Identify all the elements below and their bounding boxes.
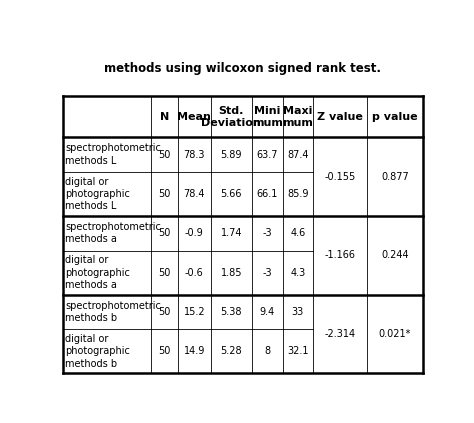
Text: -0.9: -0.9 [185,228,204,238]
Text: Mean: Mean [177,112,211,122]
Text: 87.4: 87.4 [287,150,309,159]
Text: -0.6: -0.6 [185,268,204,277]
Text: 15.2: 15.2 [183,307,205,317]
Text: 33: 33 [292,307,304,317]
Text: 50: 50 [158,268,171,277]
Text: 9.4: 9.4 [260,307,275,317]
Text: -0.155: -0.155 [325,172,356,181]
Text: digital or
photographic
methods L: digital or photographic methods L [65,176,130,212]
Text: spectrophotometric
methods a: spectrophotometric methods a [65,222,161,244]
Text: 50: 50 [158,346,171,356]
Text: spectrophotometric
methods b: spectrophotometric methods b [65,301,161,323]
Text: 5.89: 5.89 [220,150,242,159]
Text: Std.
Deviation: Std. Deviation [201,106,261,128]
Text: 0.877: 0.877 [381,172,409,181]
Text: 50: 50 [158,307,171,317]
Text: -2.314: -2.314 [325,329,356,339]
Text: 85.9: 85.9 [287,189,309,199]
Text: Z value: Z value [317,112,363,122]
Text: Mini
mum: Mini mum [252,106,283,128]
Text: 50: 50 [158,150,171,159]
Text: 1.74: 1.74 [220,228,242,238]
Text: -3: -3 [263,268,272,277]
Text: 0.244: 0.244 [381,250,409,260]
Text: 78.3: 78.3 [183,150,205,159]
Text: 4.6: 4.6 [290,228,305,238]
Text: spectrophotometric
methods L: spectrophotometric methods L [65,143,161,166]
Text: 63.7: 63.7 [256,150,278,159]
Text: 5.28: 5.28 [220,346,242,356]
Text: p value: p value [372,112,418,122]
Text: methods using wilcoxon signed rank test.: methods using wilcoxon signed rank test. [104,62,382,75]
Text: 8: 8 [264,346,270,356]
Text: 50: 50 [158,189,171,199]
Text: 66.1: 66.1 [256,189,278,199]
Text: digital or
photographic
methods b: digital or photographic methods b [65,334,130,369]
Text: 50: 50 [158,228,171,238]
Text: 32.1: 32.1 [287,346,309,356]
Text: 78.4: 78.4 [183,189,205,199]
Text: digital or
photographic
methods a: digital or photographic methods a [65,255,130,290]
Text: 0.021*: 0.021* [379,329,411,339]
Text: -1.166: -1.166 [325,250,356,260]
Text: 5.66: 5.66 [220,189,242,199]
Text: -3: -3 [263,228,272,238]
Text: 4.3: 4.3 [290,268,305,277]
Text: N: N [160,112,169,122]
Text: 14.9: 14.9 [183,346,205,356]
Text: 5.38: 5.38 [220,307,242,317]
Text: 1.85: 1.85 [220,268,242,277]
Text: Maxi
mum: Maxi mum [283,106,313,128]
